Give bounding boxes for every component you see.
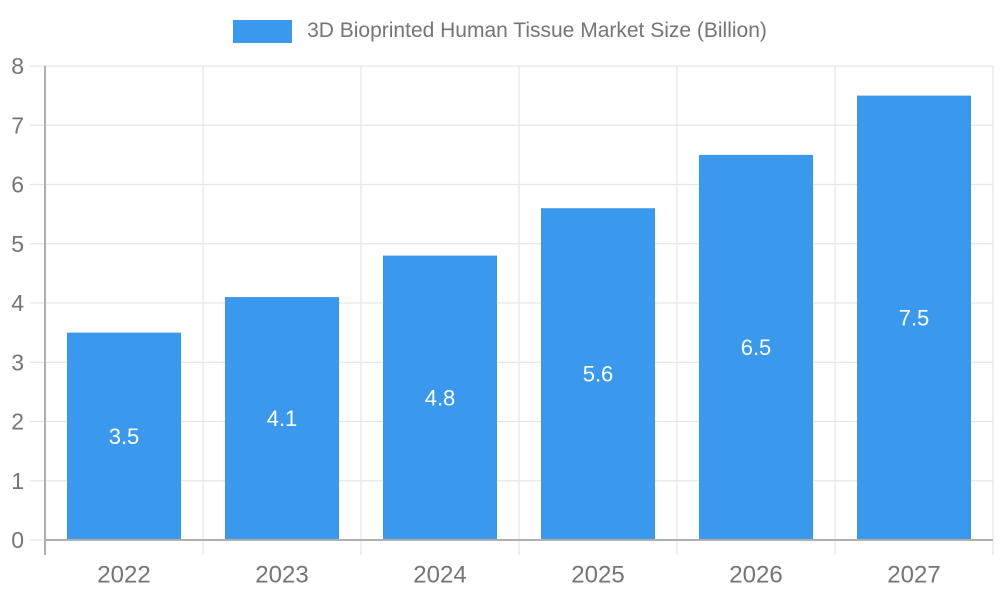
x-tick-label: 2024	[413, 562, 466, 589]
y-tick-label: 6	[11, 172, 24, 198]
legend-label: 3D Bioprinted Human Tissue Market Size (…	[307, 19, 767, 42]
x-tick-label: 2022	[97, 562, 150, 589]
y-tick-label: 4	[11, 290, 24, 316]
y-tick-label: 7	[11, 112, 24, 138]
bar-value-label: 3.5	[109, 424, 140, 449]
x-tick-label: 2023	[255, 562, 308, 589]
bar-value-label: 4.1	[267, 406, 298, 431]
bar-value-label: 4.8	[425, 385, 456, 410]
bar-2022[interactable]	[67, 332, 181, 540]
y-tick-label: 0	[11, 527, 24, 553]
x-tick-label: 2025	[571, 562, 624, 589]
bar-2024[interactable]	[383, 255, 497, 540]
legend-swatch	[233, 19, 293, 43]
bar-2025[interactable]	[541, 208, 655, 540]
y-tick-label: 2	[11, 409, 24, 435]
y-tick-label: 5	[11, 231, 24, 257]
y-tick-label: 3	[11, 349, 24, 375]
bar-value-label: 7.5	[899, 305, 930, 330]
bar-value-label: 6.5	[741, 335, 772, 360]
y-tick-label: 1	[11, 468, 24, 494]
y-tick-label: 8	[11, 53, 24, 79]
bar-value-label: 5.6	[583, 362, 614, 387]
bar-2027[interactable]	[857, 95, 971, 540]
legend[interactable]: 3D Bioprinted Human Tissue Market Size (…	[0, 18, 1000, 44]
bar-2023[interactable]	[225, 297, 339, 540]
bar-2026[interactable]	[699, 154, 813, 540]
x-tick-label: 2027	[887, 562, 940, 589]
x-tick-label: 2026	[729, 562, 782, 589]
